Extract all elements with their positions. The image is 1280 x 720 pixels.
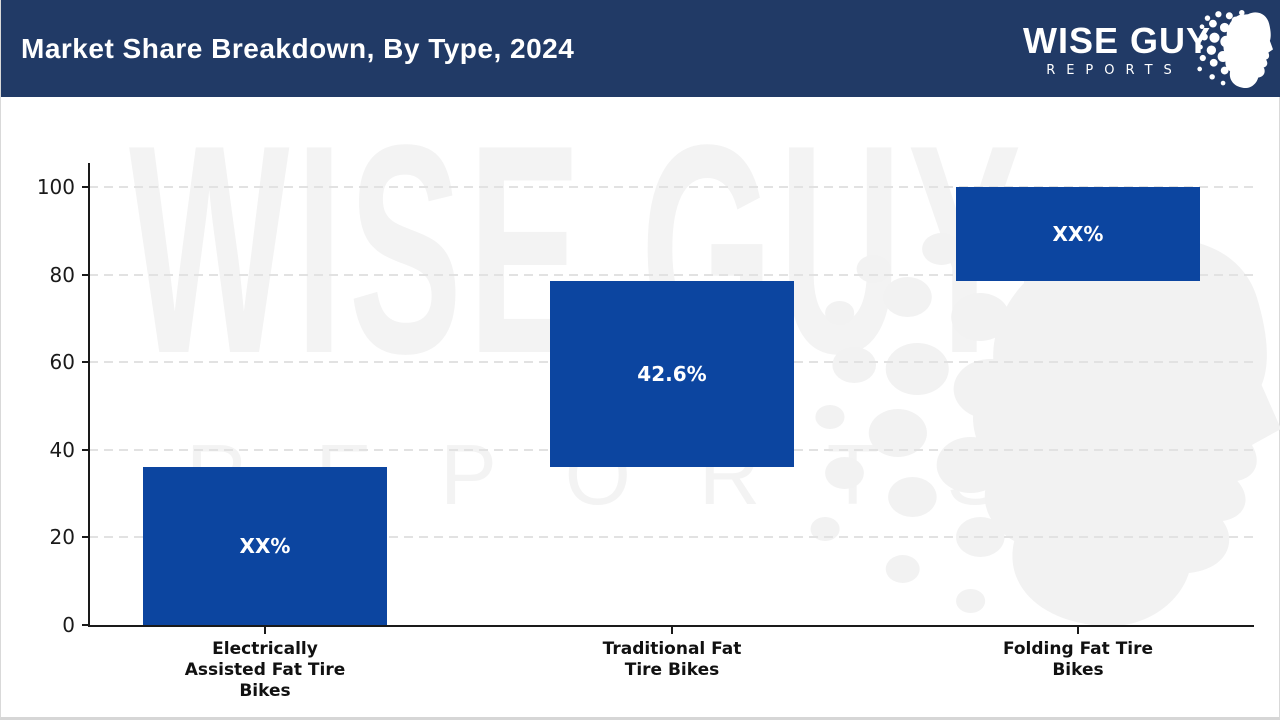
page-title: Market Share Breakdown, By Type, 2024 (21, 32, 575, 64)
category-label-line: Electrically (212, 639, 318, 659)
y-axis-line (88, 163, 90, 627)
bar-value-label: XX% (1052, 221, 1104, 246)
wiseguy-logo: WISE GUY REPORTS (1023, 6, 1273, 92)
category-label: Traditional Fat Tire Bikes (542, 639, 802, 681)
x-tick-mark (264, 627, 266, 634)
category-label-line: Assisted Fat Tire (184, 660, 346, 680)
gridline (89, 273, 1254, 276)
y-tick-label: 100 (36, 175, 75, 199)
category-label-line: Bikes (1052, 660, 1104, 680)
gridline (89, 536, 1254, 539)
y-tick-label: 20 (49, 525, 75, 550)
logo-wordmark-main: WISE GUY (1023, 20, 1212, 61)
category-label-line: Tire Bikes (624, 660, 720, 680)
y-tick-label: 0 (62, 613, 75, 637)
y-tick-mark (82, 536, 89, 539)
y-tick-mark (82, 361, 89, 364)
bar-3[interactable]: XX% (956, 187, 1200, 281)
bar-1[interactable]: XX% (143, 467, 387, 625)
x-tick-mark (671, 627, 673, 634)
gridline (89, 186, 1254, 188)
x-tick-mark (1077, 627, 1079, 634)
y-tick-label: 60 (49, 350, 75, 375)
bar-value-label: 42.6% (637, 362, 707, 386)
y-tick-label: 80 (49, 262, 75, 287)
header-bar: Market Share Breakdown, By Type, 2024 WI… (1, 0, 1280, 97)
bar-value-label: XX% (239, 534, 291, 559)
logo-face-icon (1195, 8, 1273, 94)
logo-wordmark: WISE GUY REPORTS (1023, 20, 1212, 79)
bar-chart: WISE GUY REPORTS 0 20 40 60 80 100 XX% Electri… (1, 97, 1280, 717)
y-tick-mark (82, 186, 89, 188)
y-tick-mark (82, 624, 89, 626)
y-tick-mark (82, 448, 89, 451)
category-label-line: Folding Fat Tire (1002, 639, 1154, 659)
category-label-line: Traditional Fat (602, 639, 742, 659)
y-tick-label: 40 (49, 437, 75, 462)
y-tick-mark (82, 273, 89, 276)
logo-wordmark-sub: REPORTS (1046, 63, 1183, 78)
x-axis-line (88, 625, 1254, 627)
bar-2[interactable]: 42.6% (550, 280, 794, 468)
category-label-line: Bikes (239, 681, 291, 701)
watermark-face-icon (796, 217, 1280, 657)
category-label: Folding Fat Tire Bikes (948, 639, 1208, 681)
category-label: Electrically Assisted Fat Tire Bikes (135, 639, 395, 702)
